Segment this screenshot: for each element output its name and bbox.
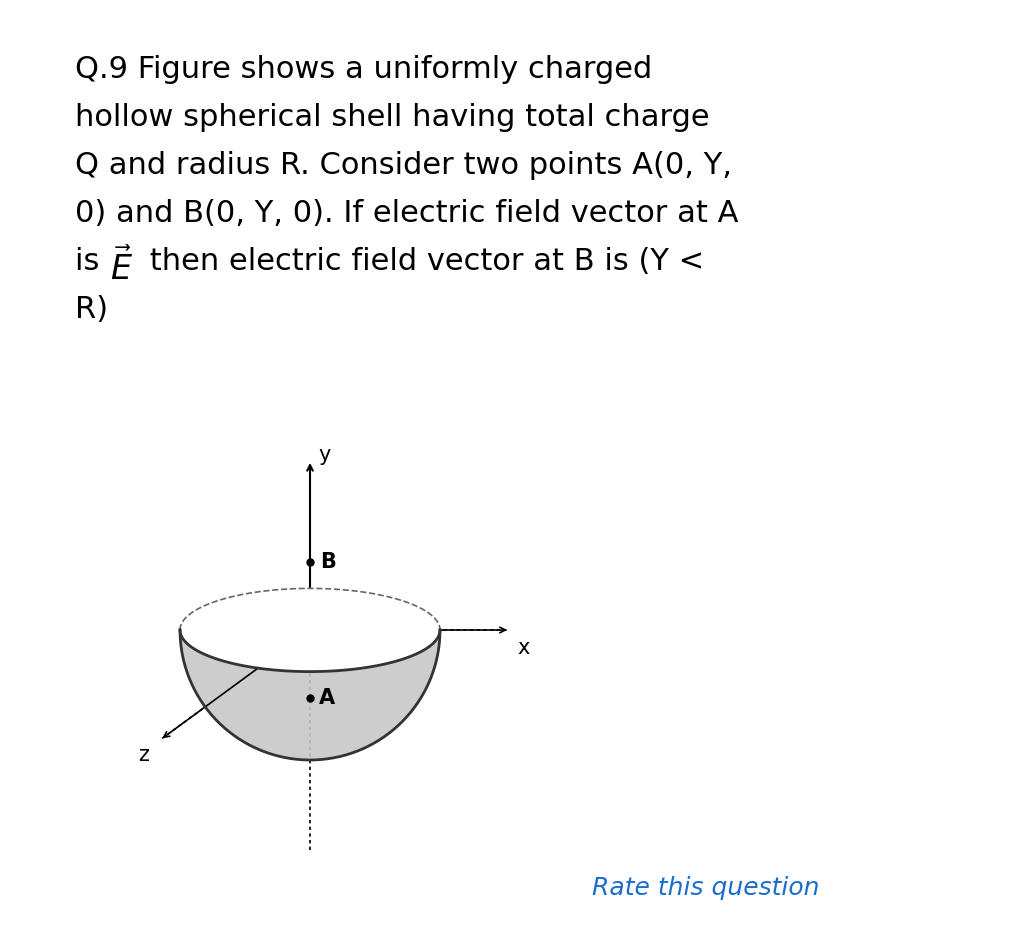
- Text: B: B: [319, 552, 336, 573]
- Text: then electric field vector at B is (Y <: then electric field vector at B is (Y <: [140, 247, 705, 276]
- Text: Rate this question: Rate this question: [593, 876, 820, 900]
- Text: y: y: [318, 445, 331, 465]
- Text: 0) and B(0, Y, 0). If electric field vector at A: 0) and B(0, Y, 0). If electric field vec…: [75, 199, 738, 228]
- Text: R): R): [75, 295, 109, 324]
- Text: A: A: [319, 687, 335, 708]
- Text: Q.9 Figure shows a uniformly charged: Q.9 Figure shows a uniformly charged: [75, 55, 652, 84]
- Text: Q and radius R. Consider two points A(0, Y,: Q and radius R. Consider two points A(0,…: [75, 151, 732, 180]
- Text: is: is: [75, 247, 110, 276]
- Text: hollow spherical shell having total charge: hollow spherical shell having total char…: [75, 103, 710, 132]
- Text: $\vec{E}$: $\vec{E}$: [110, 247, 133, 287]
- Text: z: z: [138, 745, 148, 765]
- Polygon shape: [180, 630, 440, 760]
- Text: x: x: [517, 638, 529, 658]
- Polygon shape: [180, 588, 440, 672]
